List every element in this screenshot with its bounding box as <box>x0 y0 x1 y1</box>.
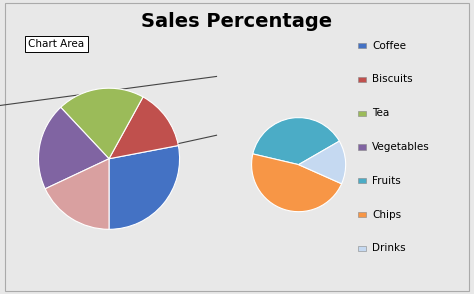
Text: Chart Area: Chart Area <box>28 39 84 49</box>
Text: Drinks: Drinks <box>372 243 406 253</box>
Wedge shape <box>299 141 346 184</box>
Bar <box>358 178 366 183</box>
Bar <box>358 144 366 150</box>
Text: Coffee: Coffee <box>372 41 406 51</box>
Wedge shape <box>61 88 143 159</box>
Wedge shape <box>109 146 180 229</box>
Bar <box>358 246 366 251</box>
Text: Chips: Chips <box>372 210 401 220</box>
Bar <box>358 212 366 217</box>
Text: Sales Percentage: Sales Percentage <box>141 12 333 31</box>
Wedge shape <box>38 107 109 189</box>
Text: Biscuits: Biscuits <box>372 74 413 84</box>
Bar <box>358 111 366 116</box>
Bar <box>358 43 366 48</box>
Wedge shape <box>253 118 339 165</box>
Wedge shape <box>45 159 109 229</box>
Text: Fruits: Fruits <box>372 176 401 186</box>
Wedge shape <box>252 154 342 212</box>
Wedge shape <box>109 97 178 159</box>
Bar <box>358 77 366 82</box>
Text: Vegetables: Vegetables <box>372 142 430 152</box>
Text: Tea: Tea <box>372 108 389 118</box>
